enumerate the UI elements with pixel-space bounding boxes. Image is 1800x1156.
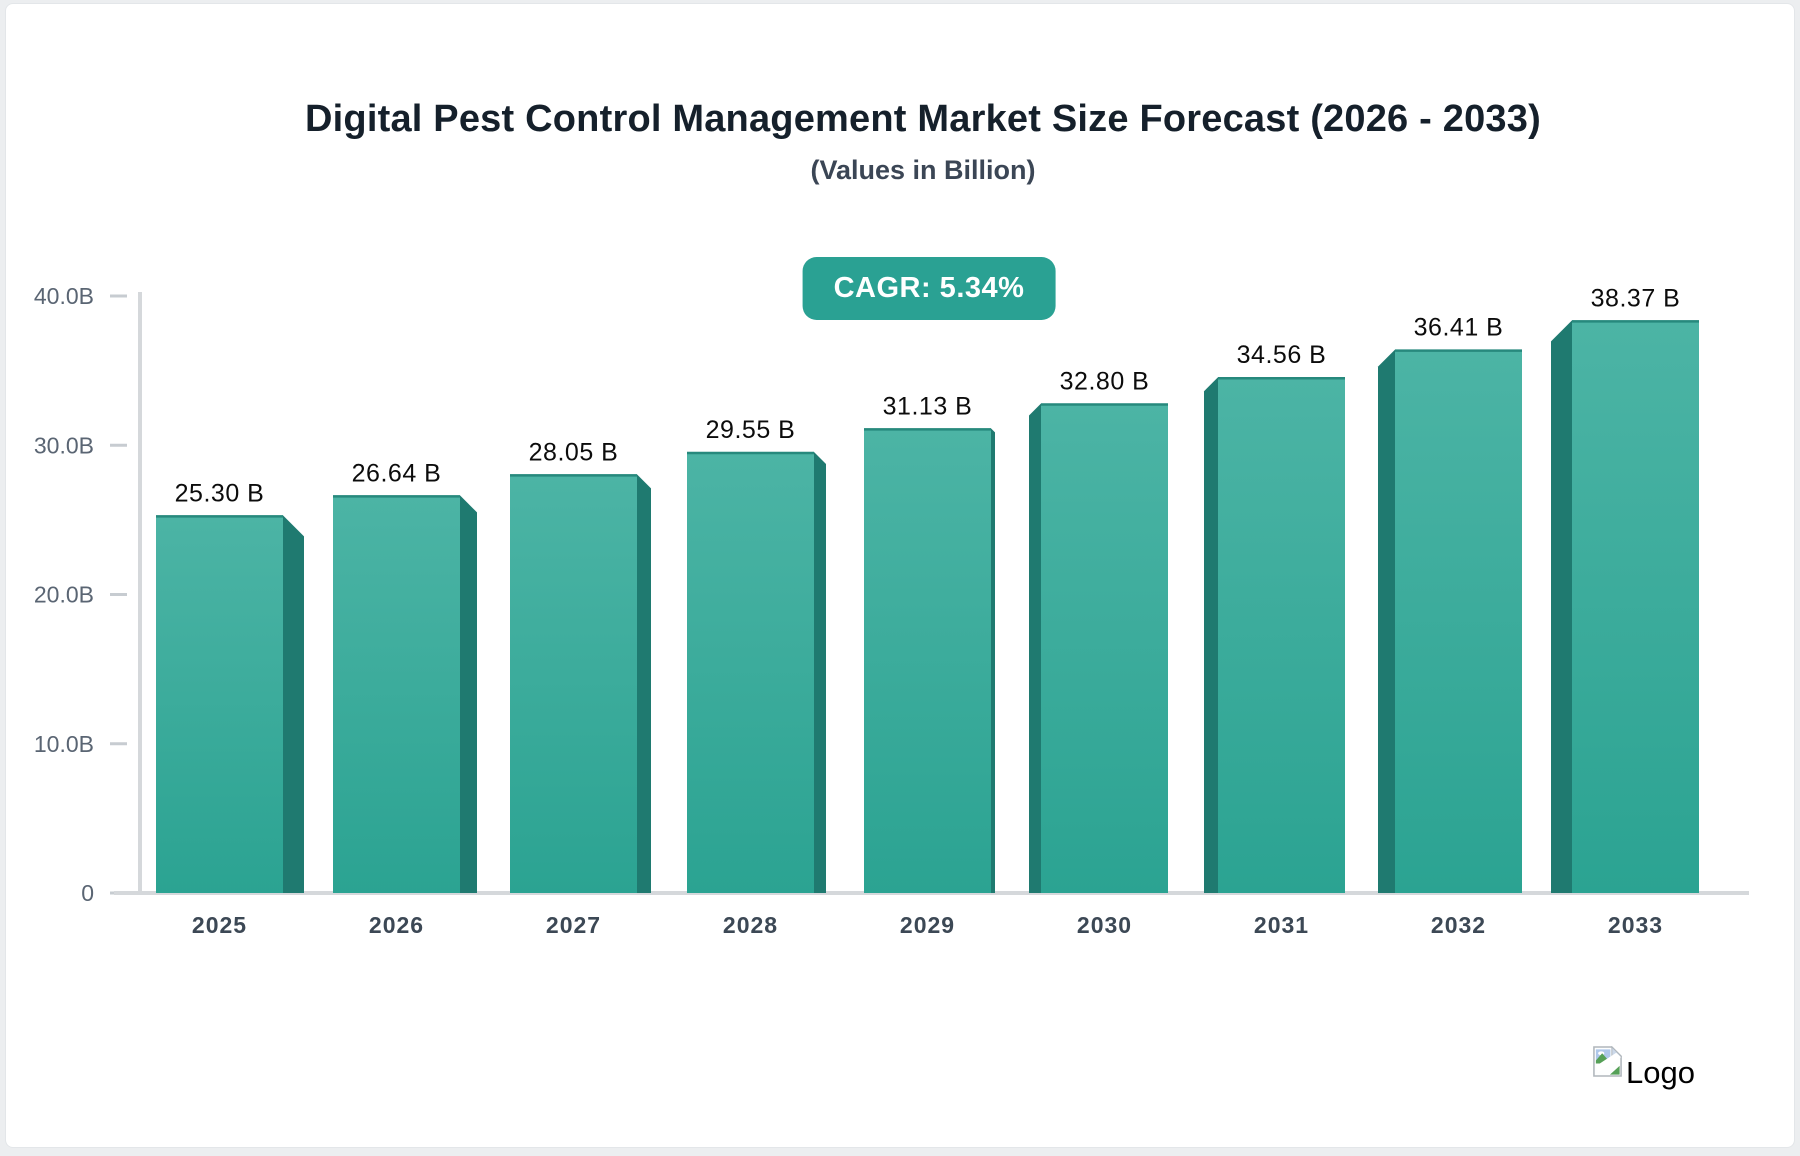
bar-value-label: 31.13 B <box>883 392 973 420</box>
bar-value-label: 38.37 B <box>1591 284 1681 312</box>
bar-value-label: 34.56 B <box>1237 341 1327 369</box>
chart-subtitle: (Values in Billion) <box>810 155 1036 185</box>
x-axis-label: 2028 <box>723 912 778 938</box>
bar-face <box>1395 349 1522 893</box>
bar-side <box>283 515 304 893</box>
x-axis-label: 2033 <box>1608 912 1663 938</box>
bar-2028: 29.55 B 2028 <box>687 416 826 938</box>
bar-2032: 36.41 B 2032 <box>1378 314 1522 938</box>
bar-side <box>1204 377 1218 893</box>
bar-side <box>814 451 826 893</box>
chart-card: Digital Pest Control Management Market S… <box>5 3 1795 1148</box>
bar-face <box>864 428 991 893</box>
bar-side <box>991 428 995 893</box>
x-axis-label: 2031 <box>1254 912 1309 938</box>
y-tick-label: 40.0B <box>34 283 94 309</box>
bar-value-label: 32.80 B <box>1060 367 1150 395</box>
chart-header: Digital Pest Control Management Market S… <box>29 98 1800 186</box>
logo-alt-text: Logo <box>1626 1055 1695 1090</box>
bar-value-label: 29.55 B <box>706 416 796 444</box>
x-axis-label: 2026 <box>369 912 424 938</box>
x-axis-label: 2030 <box>1077 912 1132 938</box>
bar-value-label: 28.05 B <box>529 438 619 466</box>
bar-2031: 34.56 B 2031 <box>1204 341 1345 938</box>
y-tick-label: 10.0B <box>34 731 94 757</box>
bar-2029: 31.13 B 2029 <box>864 392 995 938</box>
bar-value-label: 36.41 B <box>1414 314 1504 342</box>
bar-value-label: 25.30 B <box>175 479 265 507</box>
bar-face <box>1218 377 1345 893</box>
x-axis-label: 2032 <box>1431 912 1486 938</box>
x-axis-label: 2029 <box>900 912 955 938</box>
bar-face <box>333 495 460 893</box>
y-tick-label: 0 <box>81 880 94 906</box>
x-axis-label: 2027 <box>546 912 601 938</box>
bar-side <box>1378 349 1395 893</box>
bar-face <box>510 474 637 893</box>
bar-face <box>1572 320 1699 893</box>
x-axis-label: 2025 <box>192 912 247 938</box>
cagr-badge: CAGR: 5.34% <box>802 257 1056 320</box>
bar-face <box>687 451 814 893</box>
logo: Logo <box>1591 1046 1695 1088</box>
bar-side <box>460 495 477 893</box>
bar-2027: 28.05 B 2027 <box>510 438 651 938</box>
y-tick-label: 30.0B <box>34 432 94 458</box>
bar-2025: 25.30 B 2025 <box>156 479 304 938</box>
bar-value-label: 26.64 B <box>352 459 442 487</box>
bar-2026: 26.64 B 2026 <box>333 459 477 938</box>
bar-2033: 38.37 B 2033 <box>1551 284 1699 938</box>
bar-side <box>1029 403 1041 893</box>
y-tick-label: 20.0B <box>34 582 94 608</box>
broken-image-icon <box>1593 1046 1623 1077</box>
bar-side <box>1551 320 1572 893</box>
bar-side <box>637 474 651 893</box>
bar-face <box>1041 403 1168 893</box>
bar-2030: 32.80 B 2030 <box>1029 367 1168 938</box>
bar-face <box>156 515 283 893</box>
chart-title: Digital Pest Control Management Market S… <box>305 98 1541 140</box>
